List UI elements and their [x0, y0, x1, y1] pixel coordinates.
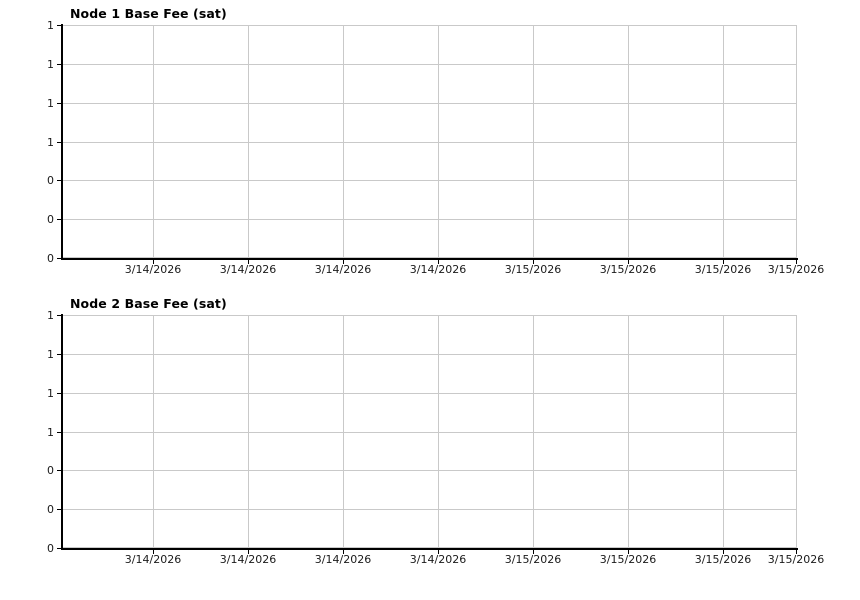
- y-axis-label: 0: [47, 174, 54, 188]
- x-axis-label: 3/15/2026: [694, 553, 752, 566]
- y-axis-tick: [57, 180, 62, 182]
- gridline-horizontal: [62, 509, 797, 511]
- gridline-vertical: [343, 315, 344, 548]
- x-axis-tick: [248, 549, 249, 554]
- x-axis-tick: [533, 549, 534, 554]
- x-axis-label: 3/14/2026: [124, 263, 182, 276]
- x-axis-label: 3/14/2026: [124, 553, 182, 566]
- chart-panel-node-1: Node 1 Base Fee (sat) 1: [0, 0, 860, 290]
- gridline-horizontal: [62, 102, 797, 104]
- chart-title: Node 2 Base Fee (sat): [70, 296, 227, 311]
- gridline-horizontal: [62, 353, 797, 355]
- x-axis-label: 3/14/2026: [314, 553, 372, 566]
- x-axis-line: [61, 548, 798, 550]
- gridline-vertical: [628, 315, 629, 548]
- gridline-horizontal: [62, 547, 797, 548]
- y-axis-label: 1: [47, 386, 54, 400]
- x-axis-label: 3/14/2026: [409, 263, 467, 276]
- x-axis-tick: [628, 549, 629, 554]
- x-axis-tick: [796, 549, 797, 554]
- gridline-horizontal: [62, 431, 797, 433]
- plot-area: [62, 25, 797, 258]
- x-axis-label: 3/14/2026: [219, 263, 277, 276]
- gridline-vertical: [438, 25, 439, 258]
- gridline-vertical: [723, 25, 724, 258]
- x-axis-label: 3/15/2026: [504, 553, 562, 566]
- gridline-horizontal: [62, 257, 797, 258]
- x-axis-label: 3/15/2026: [599, 263, 657, 276]
- x-axis-tick: [153, 259, 154, 264]
- gridline-vertical: [153, 25, 154, 258]
- gridline-vertical: [796, 25, 797, 258]
- y-axis-label: 0: [47, 252, 54, 265]
- gridline-horizontal: [62, 219, 797, 221]
- gridline-vertical: [248, 25, 249, 258]
- x-axis-tick: [533, 259, 534, 264]
- x-axis-label: 3/15/2026: [599, 553, 657, 566]
- y-axis-tick: [57, 219, 62, 221]
- x-axis-tick: [723, 259, 724, 264]
- y-axis-label: 1: [47, 425, 54, 439]
- x-axis-label: 3/14/2026: [409, 553, 467, 566]
- chart-title: Node 1 Base Fee (sat): [70, 6, 227, 21]
- gridline-horizontal: [62, 470, 797, 472]
- x-axis-tick: [438, 259, 439, 264]
- plot-area: [62, 315, 797, 548]
- gridline-horizontal: [62, 25, 797, 26]
- y-axis-label: 0: [47, 503, 54, 517]
- gridline-vertical: [533, 315, 534, 548]
- y-axis-label: 1: [47, 57, 54, 71]
- y-axis-tick: [57, 509, 62, 511]
- x-axis-tick: [343, 549, 344, 554]
- y-axis-tick: [57, 141, 62, 143]
- gridline-horizontal: [62, 63, 797, 65]
- x-axis-tick: [248, 259, 249, 264]
- y-axis-label: 1: [47, 309, 54, 322]
- x-axis-line: [61, 258, 798, 260]
- x-axis-tick: [153, 549, 154, 554]
- x-axis-tick: [628, 259, 629, 264]
- y-axis-tick: [57, 470, 62, 472]
- gridline-horizontal: [62, 315, 797, 316]
- x-axis-label: 3/15/2026: [504, 263, 562, 276]
- y-axis-tick: [57, 258, 62, 259]
- gridline-horizontal: [62, 141, 797, 143]
- gridline-vertical: [343, 25, 344, 258]
- gridline-vertical: [153, 315, 154, 548]
- x-axis-label: 3/15/2026: [767, 263, 825, 276]
- y-axis-label: 0: [47, 213, 54, 227]
- x-axis-label: 3/14/2026: [219, 553, 277, 566]
- gridline-vertical: [248, 315, 249, 548]
- chart-panel-node-2: Node 2 Base Fee (sat) 1 1: [0, 290, 860, 580]
- gridline-vertical: [533, 25, 534, 258]
- x-axis-label: 3/15/2026: [767, 553, 825, 566]
- y-axis-tick: [57, 315, 62, 316]
- x-axis-label: 3/14/2026: [314, 263, 372, 276]
- gridline-vertical: [723, 315, 724, 548]
- y-axis-tick: [57, 102, 62, 104]
- x-axis-tick: [343, 259, 344, 264]
- y-axis-tick: [57, 548, 62, 549]
- gridline-vertical: [628, 25, 629, 258]
- gridline-horizontal: [62, 180, 797, 182]
- y-axis-label: 0: [47, 542, 54, 555]
- gridline-horizontal: [62, 392, 797, 394]
- gridline-vertical: [438, 315, 439, 548]
- x-axis-tick: [438, 549, 439, 554]
- y-axis-label: 1: [47, 347, 54, 361]
- y-axis-tick: [57, 63, 62, 65]
- y-axis-tick: [57, 353, 62, 355]
- x-axis-tick: [723, 549, 724, 554]
- y-axis-tick: [57, 392, 62, 394]
- y-axis-label: 1: [47, 96, 54, 110]
- y-axis-tick: [57, 25, 62, 26]
- gridline-vertical: [796, 315, 797, 548]
- y-axis-label: 0: [47, 464, 54, 478]
- y-axis-label: 1: [47, 19, 54, 32]
- y-axis-tick: [57, 431, 62, 433]
- x-axis-label: 3/15/2026: [694, 263, 752, 276]
- y-axis-label: 1: [47, 135, 54, 149]
- x-axis-tick: [796, 259, 797, 264]
